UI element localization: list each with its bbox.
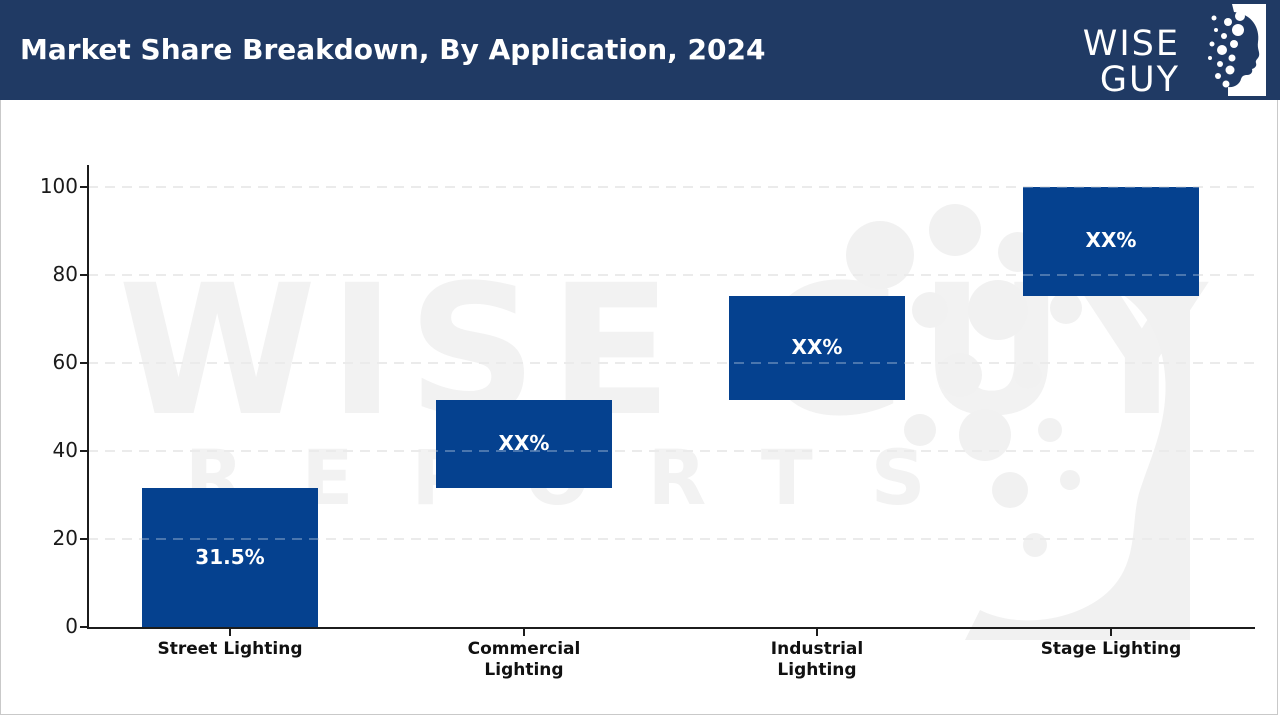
x-tick-mark	[1110, 629, 1112, 636]
x-tick-label: Street Lighting	[157, 639, 303, 659]
logo-text: WISE GUY REPORTS	[1016, 26, 1180, 118]
gridline	[88, 450, 1254, 452]
x-tick-mark	[523, 629, 525, 636]
header: Market Share Breakdown, By Application, …	[0, 0, 1280, 116]
x-tick-mark	[816, 629, 818, 636]
y-tick-mark	[80, 274, 87, 276]
y-tick-mark	[80, 538, 87, 540]
gridline	[88, 186, 1254, 188]
gridline-overlay	[88, 538, 1254, 540]
gridline	[88, 538, 1254, 540]
x-tick-label: Commercial Lighting	[467, 639, 581, 680]
logo-head-icon	[1208, 4, 1266, 96]
y-tick-label: 20	[52, 526, 78, 550]
gridline	[88, 274, 1254, 276]
bar-segment	[436, 400, 612, 489]
bar-value-label: XX%	[1085, 228, 1137, 253]
logo-subtitle: REPORTS	[1050, 101, 1180, 116]
y-tick-label: 60	[52, 350, 78, 374]
page-title: Market Share Breakdown, By Application, …	[20, 33, 766, 66]
y-axis-line	[87, 165, 89, 628]
gridline-overlay	[88, 450, 1254, 452]
gridline-overlay	[88, 362, 1254, 364]
bar-value-label: XX%	[791, 335, 843, 360]
gridline-overlay	[88, 274, 1254, 276]
logo-wordmark: WISE GUY	[1082, 24, 1180, 100]
x-tick-mark	[229, 629, 231, 636]
wise-guy-logo: WISE GUY REPORTS	[1016, 4, 1266, 116]
y-tick-label: 100	[39, 174, 78, 198]
y-tick-mark	[80, 450, 87, 452]
y-tick-label: 40	[52, 438, 78, 462]
y-tick-label: 0	[65, 614, 78, 638]
y-tick-mark	[80, 186, 87, 188]
bar-value-label: 31.5%	[195, 544, 265, 569]
x-tick-label: Stage Lighting	[1040, 639, 1182, 659]
y-tick-label: 80	[52, 262, 78, 286]
gridline-overlay	[88, 186, 1254, 188]
bar-segment	[729, 295, 905, 401]
y-tick-mark	[80, 626, 87, 628]
bar-value-label: XX%	[498, 431, 550, 456]
x-axis-line	[87, 627, 1255, 629]
x-tick-label: Industrial Lighting	[770, 639, 864, 680]
bar-segment	[142, 488, 318, 627]
bar-segment	[1023, 187, 1199, 296]
gridline	[88, 362, 1254, 364]
y-tick-mark	[80, 362, 87, 364]
